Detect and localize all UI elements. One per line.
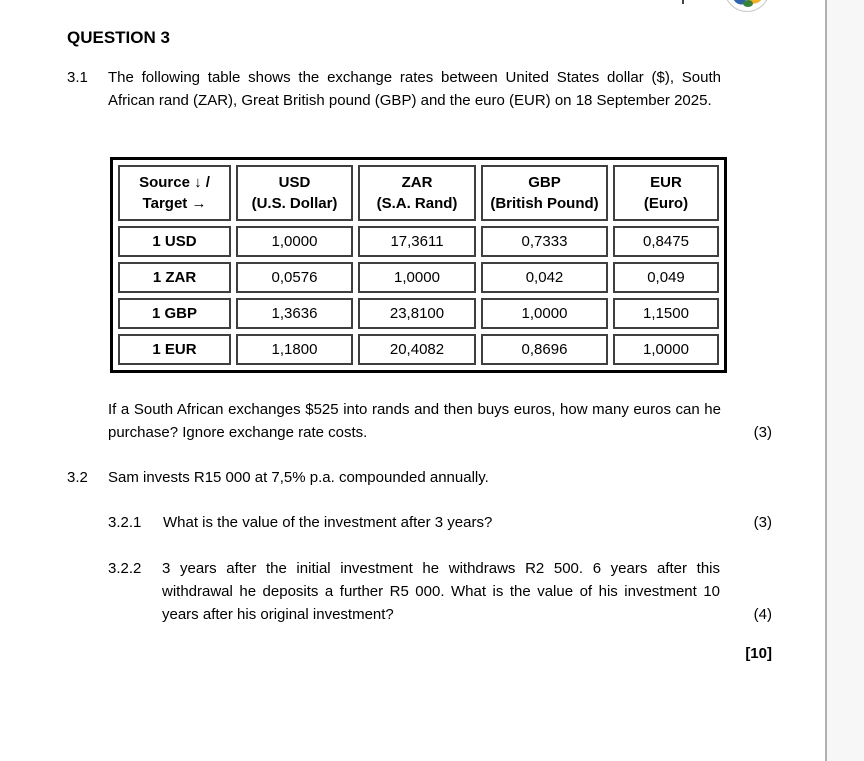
rate-eur-eur: 1,0000 — [613, 334, 719, 365]
source-label: Source ↓ / — [139, 174, 210, 191]
eur-name: (Euro) — [643, 195, 689, 212]
rate-eur-usd: 1,1800 — [236, 334, 353, 365]
q3-2-2-number: 3.2.2 — [108, 560, 142, 577]
rate-zar-zar: 1,0000 — [358, 262, 476, 293]
gbp-code: GBP — [528, 174, 561, 191]
rate-gbp-zar: 23,8100 — [358, 298, 476, 329]
row-label-zar: 1 ZAR — [118, 262, 231, 293]
rate-zar-usd: 0,0576 — [236, 262, 353, 293]
eur-code: EUR — [650, 174, 682, 191]
row-label-eur: 1 EUR — [118, 334, 231, 365]
rate-usd-zar: 17,3611 — [358, 226, 476, 257]
table-row-eur: 1 EUR 1,1800 20,4082 0,8696 1,0000 — [118, 334, 719, 365]
q3-1-number: 3.1 — [67, 69, 88, 86]
rate-zar-eur: 0,049 — [613, 262, 719, 293]
q3-1-marks: (3) — [753, 424, 772, 441]
header-cell-zar: ZAR (S.A. Rand) — [358, 165, 476, 221]
usd-name: (U.S. Dollar) — [251, 195, 338, 212]
rate-gbp-usd: 1,3636 — [236, 298, 353, 329]
gbp-name: (British Pound) — [490, 195, 599, 212]
header-cell-gbp: GBP (British Pound) — [481, 165, 608, 221]
rate-gbp-gbp: 1,0000 — [481, 298, 608, 329]
q3-2-2-marks: (4) — [753, 606, 772, 623]
logo-green-shape — [743, 0, 753, 7]
table-row-gbp: 1 GBP 1,3636 23,8100 1,0000 1,1500 — [118, 298, 719, 329]
question-total-marks: [10] — [745, 645, 772, 662]
q3-2-2-text: 3 years after the initial investment he … — [162, 560, 720, 623]
target-label: Target → — [142, 195, 207, 212]
zar-name: (S.A. Rand) — [376, 195, 458, 212]
header-cell-source-target: Source ↓ / Target → — [118, 165, 231, 221]
row-label-gbp: 1 GBP — [118, 298, 231, 329]
zar-code: ZAR — [401, 174, 433, 191]
header-cell-eur: EUR (Euro) — [613, 165, 719, 221]
rate-gbp-eur: 1,1500 — [613, 298, 719, 329]
rate-eur-gbp: 0,8696 — [481, 334, 608, 365]
row-label-usd: 1 USD — [118, 226, 231, 257]
rate-usd-gbp: 0,7333 — [481, 226, 608, 257]
q3-1-intro-text: The following table shows the exchange r… — [108, 69, 721, 109]
table-header-row: Source ↓ / Target → USD (U.S. Dollar) ZA… — [118, 165, 719, 221]
exchange-rate-table: Source ↓ / Target → USD (U.S. Dollar) ZA… — [110, 157, 727, 373]
rate-zar-gbp: 0,042 — [481, 262, 608, 293]
question-heading: QUESTION 3 — [67, 28, 170, 47]
school-logo-icon — [724, 0, 770, 12]
exchange-rate-table-wrap: Source ↓ / Target → USD (U.S. Dollar) ZA… — [110, 157, 727, 373]
rate-eur-zar: 20,4082 — [358, 334, 476, 365]
q3-2-number: 3.2 — [67, 469, 88, 486]
q3-2-1-marks: (3) — [753, 514, 772, 531]
q3-1-question-text: If a South African exchanges $525 into r… — [108, 401, 721, 441]
usd-code: USD — [278, 174, 311, 191]
table-row-usd: 1 USD 1,0000 17,3611 0,7333 0,8475 — [118, 226, 719, 257]
q3-2-1-number: 3.2.1 — [108, 514, 142, 531]
table-row-zar: 1 ZAR 0,0576 1,0000 0,042 0,049 — [118, 262, 719, 293]
q3-2-text: Sam invests R15 000 at 7,5% p.a. compoun… — [108, 469, 489, 486]
header-cell-usd: USD (U.S. Dollar) — [236, 165, 353, 221]
q3-2-1-text: What is the value of the investment afte… — [163, 514, 493, 531]
viewer-background-strip — [825, 0, 864, 761]
page-edge-tick — [682, 0, 684, 4]
rate-usd-eur: 0,8475 — [613, 226, 719, 257]
rate-usd-usd: 1,0000 — [236, 226, 353, 257]
